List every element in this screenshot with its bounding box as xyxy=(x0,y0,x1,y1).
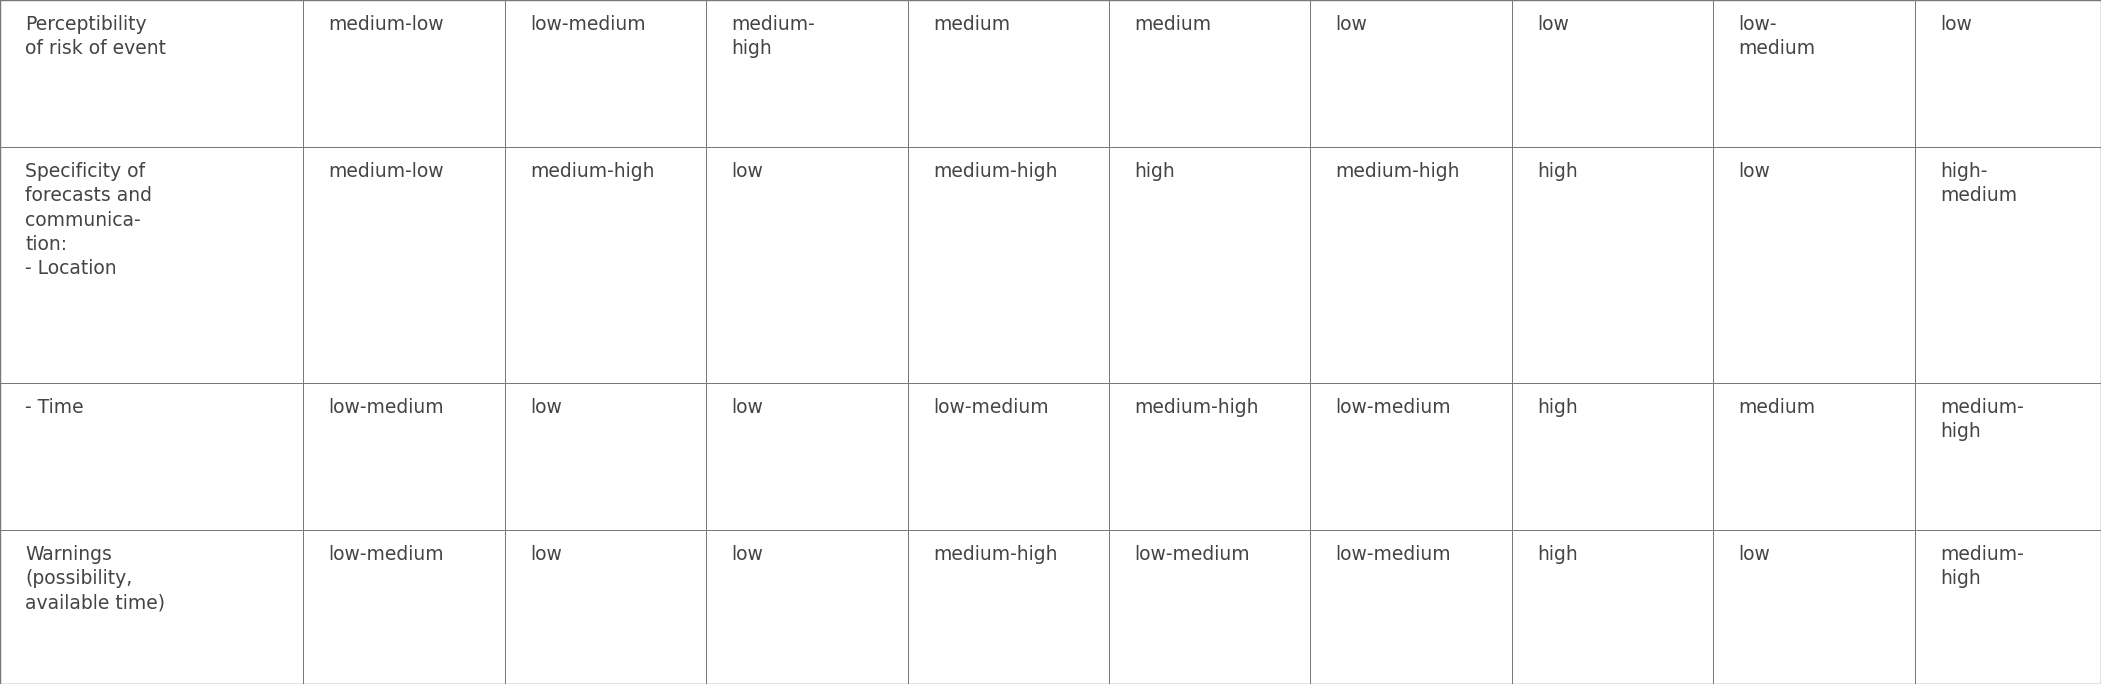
Text: Specificity of
forecasts and
communica-
tion:
- Location: Specificity of forecasts and communica- … xyxy=(25,162,151,278)
Bar xyxy=(706,530,908,684)
Bar xyxy=(1513,147,1714,383)
Bar xyxy=(1714,383,1914,530)
Bar xyxy=(908,0,1109,147)
Text: Warnings
(possibility,
available time): Warnings (possibility, available time) xyxy=(25,545,166,613)
Bar xyxy=(1109,147,1311,383)
Text: low-medium: low-medium xyxy=(529,15,645,34)
Bar xyxy=(1714,147,1914,383)
Text: low: low xyxy=(529,545,561,564)
Text: low: low xyxy=(1336,15,1368,34)
Bar xyxy=(1311,0,1513,147)
Bar xyxy=(303,147,504,383)
Text: low-
medium: low- medium xyxy=(1740,15,1815,58)
Bar xyxy=(504,383,706,530)
Text: Perceptibility
of risk of event: Perceptibility of risk of event xyxy=(25,15,166,58)
Text: medium: medium xyxy=(933,15,1011,34)
Text: medium-high: medium-high xyxy=(933,162,1057,181)
Bar xyxy=(1714,530,1914,684)
Bar xyxy=(1914,530,2101,684)
Bar xyxy=(1513,530,1714,684)
Text: low: low xyxy=(529,398,561,417)
Bar xyxy=(1109,530,1311,684)
Text: medium-
high: medium- high xyxy=(1939,545,2023,588)
Text: high: high xyxy=(1538,545,1578,564)
Text: medium-low: medium-low xyxy=(328,15,443,34)
Bar xyxy=(0,0,303,147)
Bar xyxy=(504,147,706,383)
Text: medium: medium xyxy=(1135,15,1212,34)
Bar xyxy=(303,383,504,530)
Text: medium-
high: medium- high xyxy=(1939,398,2023,441)
Bar xyxy=(706,147,908,383)
Text: low-medium: low-medium xyxy=(1336,398,1452,417)
Bar xyxy=(303,0,504,147)
Text: medium-low: medium-low xyxy=(328,162,443,181)
Text: low-medium: low-medium xyxy=(933,398,1048,417)
Text: medium-high: medium-high xyxy=(529,162,653,181)
Bar xyxy=(1109,383,1311,530)
Bar xyxy=(1109,0,1311,147)
Text: medium-high: medium-high xyxy=(1135,398,1258,417)
Text: low: low xyxy=(1740,545,1771,564)
Bar xyxy=(908,530,1109,684)
Bar xyxy=(1311,147,1513,383)
Text: medium-
high: medium- high xyxy=(731,15,815,58)
Text: high: high xyxy=(1538,398,1578,417)
Text: low: low xyxy=(731,398,763,417)
Text: low: low xyxy=(1939,15,1973,34)
Text: high: high xyxy=(1538,162,1578,181)
Text: low: low xyxy=(731,162,763,181)
Bar xyxy=(0,530,303,684)
Bar xyxy=(0,147,303,383)
Bar xyxy=(1311,530,1513,684)
Bar xyxy=(706,383,908,530)
Bar xyxy=(1311,383,1513,530)
Bar xyxy=(1513,0,1714,147)
Text: medium-high: medium-high xyxy=(933,545,1057,564)
Bar xyxy=(303,530,504,684)
Bar xyxy=(1513,383,1714,530)
Text: low-medium: low-medium xyxy=(328,545,443,564)
Bar xyxy=(706,0,908,147)
Bar xyxy=(1914,0,2101,147)
Text: high: high xyxy=(1135,162,1174,181)
Bar xyxy=(504,0,706,147)
Text: low-medium: low-medium xyxy=(1135,545,1250,564)
Bar xyxy=(1714,0,1914,147)
Text: low: low xyxy=(1740,162,1771,181)
Bar xyxy=(1914,147,2101,383)
Bar xyxy=(908,147,1109,383)
Bar xyxy=(908,383,1109,530)
Text: medium: medium xyxy=(1740,398,1815,417)
Text: high-
medium: high- medium xyxy=(1939,162,2017,205)
Bar xyxy=(0,383,303,530)
Text: low-medium: low-medium xyxy=(328,398,443,417)
Text: - Time: - Time xyxy=(25,398,84,417)
Bar xyxy=(504,530,706,684)
Text: medium-high: medium-high xyxy=(1336,162,1460,181)
Text: low: low xyxy=(1538,15,1569,34)
Text: low-medium: low-medium xyxy=(1336,545,1452,564)
Text: low: low xyxy=(731,545,763,564)
Bar xyxy=(1914,383,2101,530)
